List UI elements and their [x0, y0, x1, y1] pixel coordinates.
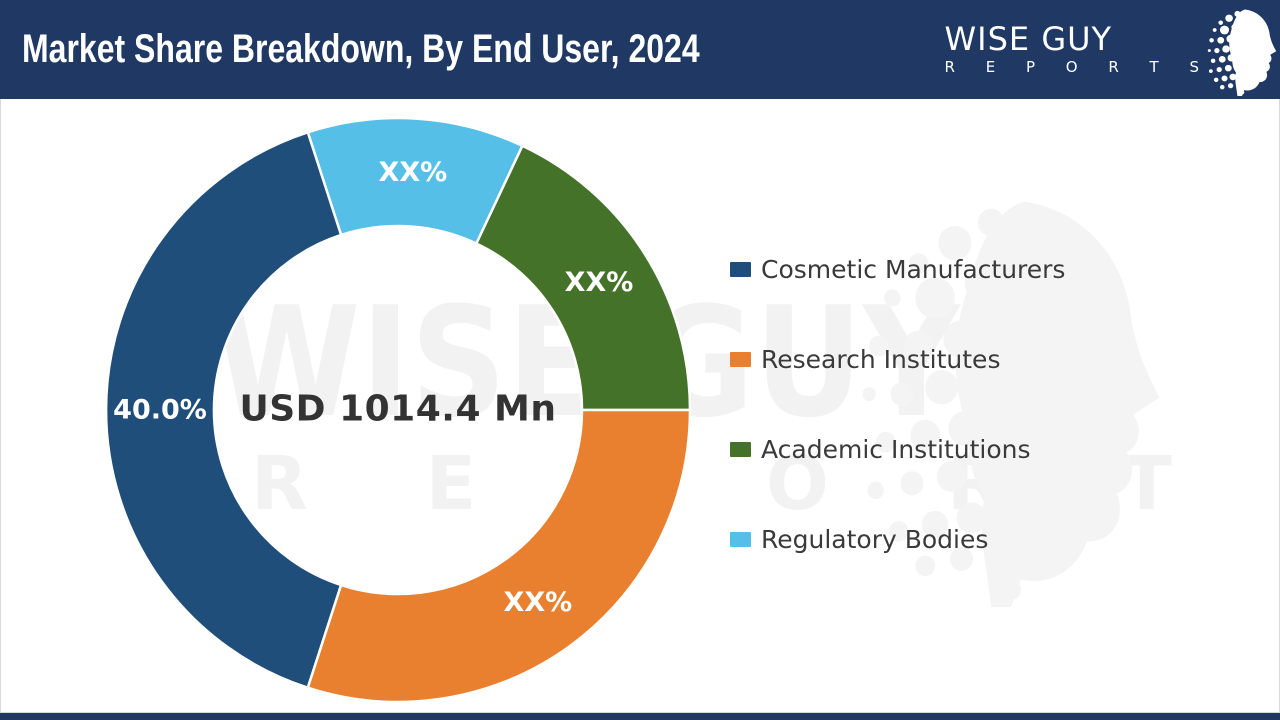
segment-percent-label: XX% — [379, 157, 448, 188]
segment-percent-label: XX% — [504, 587, 573, 618]
legend-item: Academic Institutions — [730, 434, 1065, 464]
donut-segment-cosmetic-manufacturers — [104, 131, 343, 689]
header: Market Share Breakdown, By End User, 202… — [0, 0, 1280, 99]
legend-swatch — [730, 351, 751, 367]
donut-segment-academic-institutions — [475, 144, 692, 412]
wiseguy-logo: WISE GUY R E P O R T S — [945, 0, 1280, 99]
legend-label: Research Institutes — [761, 344, 1001, 374]
segment-percent-label: 40.0% — [113, 395, 207, 426]
logo-face-icon — [1207, 8, 1277, 96]
legend-label: Academic Institutions — [761, 434, 1031, 464]
logo-wordmark-line2: R E P O R T S — [944, 57, 1212, 76]
legend-swatch — [730, 441, 751, 457]
footer-bar — [0, 713, 1280, 720]
donut-segment-research-institutes — [306, 408, 692, 704]
logo-wordmark: WISE GUY R E P O R T S — [945, 23, 1212, 76]
legend-item: Cosmetic Manufacturers — [730, 254, 1065, 284]
donut-chart: XX% XX% 40.0% XX% — [104, 116, 692, 704]
center-value: USD 1014.4 Mn — [239, 388, 557, 430]
legend-item: Regulatory Bodies — [730, 524, 1065, 554]
legend-item: Research Institutes — [730, 344, 1065, 374]
content: WISE GUY R E P O R T S XX% XX% 40.0% XX% US… — [0, 99, 1280, 713]
legend-label: Cosmetic Manufacturers — [761, 254, 1066, 284]
segment-percent-label: XX% — [565, 267, 634, 298]
logo-wordmark-line1: WISE GUY — [944, 20, 1113, 59]
page-title: Market Share Breakdown, By End User, 202… — [22, 27, 700, 71]
legend-swatch — [730, 531, 751, 547]
legend: Cosmetic Manufacturers Research Institute… — [730, 254, 1065, 554]
legend-label: Regulatory Bodies — [761, 524, 989, 554]
legend-swatch — [730, 261, 751, 277]
